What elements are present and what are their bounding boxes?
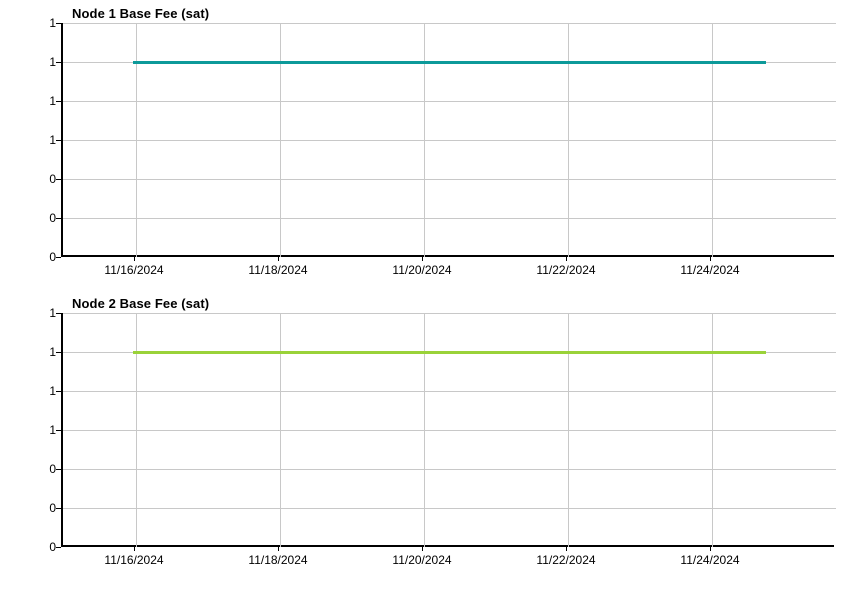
gridline-vertical xyxy=(280,23,281,257)
y-tick-label: 1 xyxy=(49,345,56,359)
chart-panel-node-1: Node 1 Base Fee (sat) 1 1 1 1 0 0 0 11/16/2024… xyxy=(0,0,860,290)
y-tick-mark xyxy=(56,469,61,470)
x-tick-label: 11/24/2024 xyxy=(680,553,740,567)
gridline-horizontal xyxy=(63,469,836,470)
gridline-vertical xyxy=(136,313,137,547)
x-tick-mark xyxy=(278,547,279,551)
x-tick-label: 11/20/2024 xyxy=(392,263,452,277)
y-axis: 1 1 1 1 0 0 0 xyxy=(28,307,61,553)
gridline-vertical xyxy=(136,23,137,257)
y-tick-mark xyxy=(56,547,61,548)
chart-title: Node 1 Base Fee (sat) xyxy=(72,6,210,21)
x-tick-label: 11/20/2024 xyxy=(392,553,452,567)
gridline-vertical xyxy=(568,23,569,257)
x-axis: 11/16/2024 11/18/2024 11/20/2024 11/22/2024… xyxy=(61,547,834,577)
y-tick-label: 1 xyxy=(49,423,56,437)
plot-area xyxy=(61,23,836,257)
x-tick-mark xyxy=(134,257,135,261)
y-tick-label: 0 xyxy=(49,172,56,186)
x-axis: 11/16/2024 11/18/2024 11/20/2024 11/22/2024… xyxy=(61,257,834,287)
y-tick-mark xyxy=(56,62,61,63)
y-tick-label: 1 xyxy=(49,94,56,108)
gridline-vertical xyxy=(712,313,713,547)
gridline-horizontal xyxy=(63,430,836,431)
series-line xyxy=(133,351,766,354)
x-tick-label: 11/22/2024 xyxy=(536,553,596,567)
y-tick-mark xyxy=(56,140,61,141)
x-tick-mark xyxy=(278,257,279,261)
x-tick-label: 11/24/2024 xyxy=(680,263,740,277)
gridline-horizontal xyxy=(63,391,836,392)
gridline-horizontal xyxy=(63,218,836,219)
y-tick-label: 1 xyxy=(49,55,56,69)
y-tick-label: 1 xyxy=(49,306,56,320)
y-tick-mark xyxy=(56,313,61,314)
gridline-horizontal xyxy=(63,508,836,509)
y-tick-mark xyxy=(56,23,61,24)
y-tick-label: 1 xyxy=(49,133,56,147)
gridline-horizontal xyxy=(63,140,836,141)
x-tick-mark xyxy=(134,547,135,551)
y-tick-mark xyxy=(56,179,61,180)
y-tick-label: 0 xyxy=(49,250,56,264)
y-tick-mark xyxy=(56,218,61,219)
gridline-horizontal xyxy=(63,179,836,180)
y-axis: 1 1 1 1 0 0 0 xyxy=(28,17,61,263)
gridline-vertical xyxy=(280,313,281,547)
x-tick-mark xyxy=(422,547,423,551)
x-tick-mark xyxy=(422,257,423,261)
x-tick-mark xyxy=(566,547,567,551)
gridline-vertical xyxy=(568,313,569,547)
x-tick-mark xyxy=(710,547,711,551)
gridline-vertical xyxy=(712,23,713,257)
chart-title: Node 2 Base Fee (sat) xyxy=(72,296,210,311)
x-tick-mark xyxy=(710,257,711,261)
y-tick-label: 1 xyxy=(49,16,56,30)
x-tick-label: 11/18/2024 xyxy=(248,263,308,277)
plot-area xyxy=(61,313,836,547)
x-tick-label: 11/16/2024 xyxy=(104,263,164,277)
y-tick-mark xyxy=(56,430,61,431)
y-tick-label: 0 xyxy=(49,501,56,515)
gridline-vertical xyxy=(424,23,425,257)
y-tick-label: 0 xyxy=(49,211,56,225)
gridline-horizontal xyxy=(63,313,836,314)
x-tick-label: 11/16/2024 xyxy=(104,553,164,567)
chart-panel-node-2: Node 2 Base Fee (sat) 1 1 1 1 0 0 0 11/16/2024… xyxy=(0,290,860,580)
y-tick-mark xyxy=(56,257,61,258)
x-tick-label: 11/18/2024 xyxy=(248,553,308,567)
y-tick-mark xyxy=(56,101,61,102)
y-tick-mark xyxy=(56,391,61,392)
gridline-horizontal xyxy=(63,23,836,24)
gridline-vertical xyxy=(424,313,425,547)
x-tick-mark xyxy=(566,257,567,261)
y-tick-label: 0 xyxy=(49,540,56,554)
y-tick-mark xyxy=(56,508,61,509)
y-tick-mark xyxy=(56,352,61,353)
x-tick-label: 11/22/2024 xyxy=(536,263,596,277)
y-tick-label: 0 xyxy=(49,462,56,476)
series-line xyxy=(133,61,766,64)
gridline-horizontal xyxy=(63,101,836,102)
y-tick-label: 1 xyxy=(49,384,56,398)
